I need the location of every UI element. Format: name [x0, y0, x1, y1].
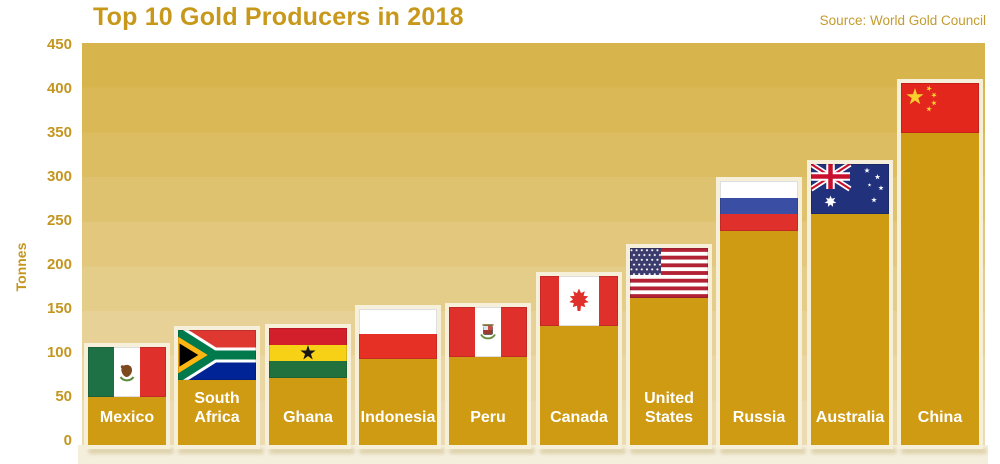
- bar-label: United States: [644, 390, 694, 426]
- australia-flag-icon: [811, 164, 889, 214]
- peru-flag-icon: [449, 307, 527, 357]
- bar-label: Ghana: [283, 409, 333, 426]
- bar-shadow: [630, 448, 716, 454]
- bar-mexico: Mexico: [88, 347, 166, 445]
- bar-label: Peru: [470, 409, 506, 426]
- bar-south-africa: South Africa: [178, 330, 256, 445]
- bar-russia: Russia: [720, 181, 798, 445]
- bar-label: Mexico: [99, 409, 155, 426]
- y-tick-100: 100: [46, 344, 72, 362]
- bar-shadow: [359, 448, 445, 454]
- bar-shadow: [901, 448, 987, 454]
- bar-shadow: [720, 448, 806, 454]
- bar-label: Australia: [815, 409, 885, 426]
- bar-peru: Peru: [449, 307, 527, 445]
- bar-shadow: [811, 448, 897, 454]
- y-tick-400: 400: [46, 80, 72, 98]
- bar-label: South Africa: [194, 390, 240, 426]
- y-tick-0: 0: [63, 432, 72, 450]
- y-tick-350: 350: [46, 124, 72, 142]
- bar-indonesia: Indonesia: [359, 309, 437, 445]
- russia-flag-icon: [720, 181, 798, 231]
- bar-ghana: Ghana: [269, 328, 347, 445]
- bar-canada: Canada: [540, 276, 618, 445]
- bar-label: Russia: [732, 409, 786, 426]
- bar-shadow: [269, 448, 355, 454]
- bar-shadow: [178, 448, 264, 454]
- y-tick-450: 450: [46, 36, 72, 53]
- page-title: Top 10 Gold Producers in 2018: [93, 3, 464, 31]
- united-states-flag-icon: [630, 248, 708, 298]
- ghana-flag-icon: [269, 328, 347, 378]
- y-tick-50: 50: [55, 388, 72, 406]
- source-credit: Source: World Gold Council: [819, 13, 986, 28]
- mexico-flag-icon: [88, 347, 166, 397]
- bar-china: China: [901, 83, 979, 445]
- china-flag-icon: [901, 83, 979, 133]
- bar-shadow: [88, 448, 174, 454]
- y-tick-200: 200: [46, 256, 72, 274]
- bar-united-states: United States: [630, 248, 708, 445]
- south-africa-flag-icon: [178, 330, 256, 380]
- y-tick-250: 250: [46, 212, 72, 230]
- baseline-strip: [78, 445, 988, 464]
- bar-label: Canada: [550, 409, 608, 426]
- bar-label: China: [917, 409, 963, 426]
- bar-shadow: [540, 448, 626, 454]
- canada-flag-icon: [540, 276, 618, 326]
- y-tick-300: 300: [46, 168, 72, 186]
- y-axis: 450 400 350 300 250 200 150 100 50 0: [0, 0, 72, 464]
- bar-australia: Australia: [811, 164, 889, 445]
- bar-shadow: [449, 448, 535, 454]
- y-tick-150: 150: [46, 300, 72, 318]
- indonesia-flag-icon: [359, 309, 437, 359]
- bar-label: Indonesia: [360, 409, 436, 426]
